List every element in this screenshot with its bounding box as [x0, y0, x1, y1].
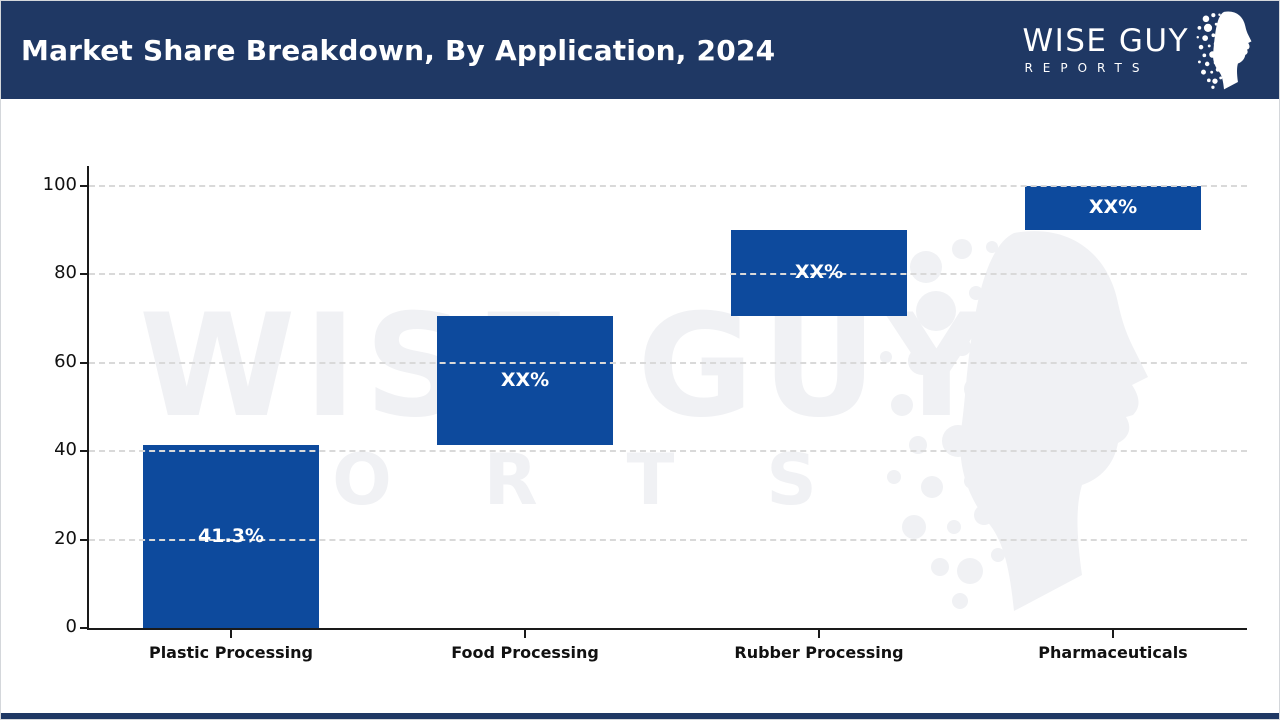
y-tick-mark	[80, 185, 88, 187]
bar-plastic-processing	[143, 445, 319, 628]
bar-value-label: XX%	[794, 261, 844, 284]
x-axis-category-label: Rubber Processing	[734, 643, 904, 662]
bar-value-label: 41.3%	[198, 524, 264, 547]
bar-rubber-processing	[731, 230, 907, 316]
logo-wordmark: WISE GUY	[1022, 22, 1189, 59]
bar-food-processing	[437, 315, 613, 446]
y-axis-tick-label: 80	[54, 262, 77, 284]
y-axis-line	[87, 166, 89, 630]
y-axis-tick-label: 20	[54, 527, 77, 549]
gridline	[89, 450, 1247, 453]
head-profile-watermark-icon	[880, 231, 1148, 611]
x-tick-mark	[524, 630, 526, 638]
y-axis-tick-label: 60	[54, 350, 77, 372]
x-tick-mark	[1112, 630, 1114, 638]
y-axis-tick-label: 100	[42, 174, 77, 195]
gridline	[89, 538, 1247, 541]
y-tick-mark	[80, 450, 88, 453]
page-title: Market Share Breakdown, By Application, …	[21, 33, 776, 67]
header: Market Share Breakdown, By Application, …	[1, 1, 1279, 99]
bar-pharmaceuticals	[1025, 186, 1201, 231]
bar-value-label: XX%	[500, 368, 550, 391]
y-axis-tick-label: 0	[65, 616, 77, 637]
logo-text: WISE GUY REPORTS	[1022, 22, 1189, 75]
x-axis-category-label: Plastic Processing	[148, 643, 314, 662]
y-tick-mark	[80, 627, 88, 629]
head-profile-logo-icon	[1196, 11, 1252, 90]
x-axis-line	[87, 628, 1247, 630]
gridline	[89, 361, 1247, 364]
y-tick-mark	[80, 361, 88, 364]
x-axis-category-label: Pharmaceuticals	[1038, 643, 1188, 662]
logo-subtitle: REPORTS	[1024, 60, 1150, 75]
y-tick-mark	[80, 538, 88, 541]
x-tick-mark	[230, 630, 232, 638]
x-tick-mark	[818, 630, 820, 638]
y-axis-tick-label: 40	[54, 439, 77, 461]
wise-guy-reports-logo: WISE GUY REPORTS	[1022, 9, 1263, 91]
gridline	[89, 185, 1247, 187]
gridline	[89, 273, 1247, 276]
x-axis-category-label: Food Processing	[451, 643, 599, 662]
footer-bar	[1, 713, 1279, 719]
chart-area: WISE GUY PORTS 0 20 40 60 80 100 41.3% Plastic …	[1, 99, 1279, 719]
bar-value-label: XX%	[1088, 196, 1138, 219]
y-tick-mark	[80, 273, 88, 276]
